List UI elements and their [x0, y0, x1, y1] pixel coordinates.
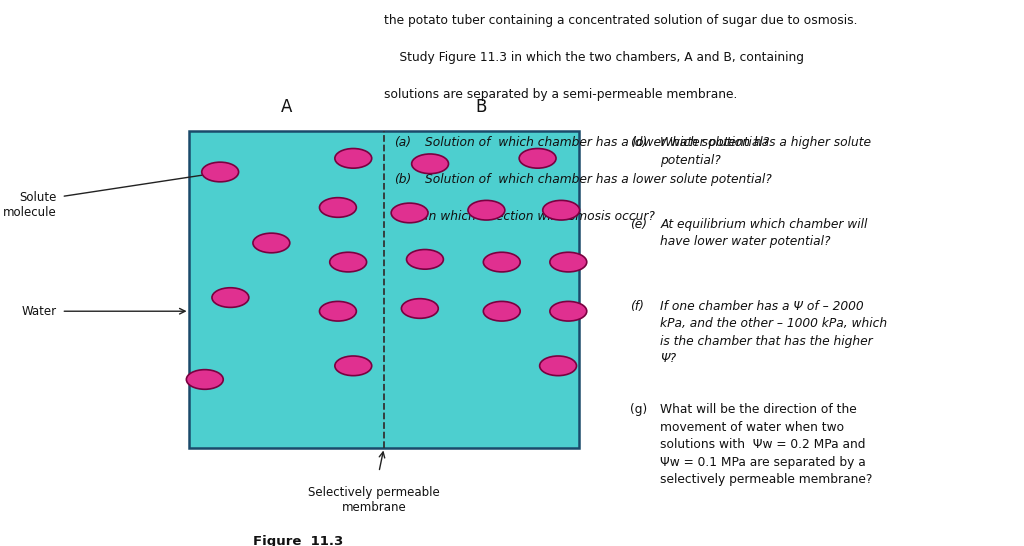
- Text: At equilibrium which chamber will
have lower water potential?: At equilibrium which chamber will have l…: [660, 218, 868, 248]
- Text: Figure  11.3: Figure 11.3: [253, 535, 343, 546]
- Circle shape: [468, 200, 505, 220]
- Text: the potato tuber containing a concentrated solution of sugar due to osmosis.: the potato tuber containing a concentrat…: [384, 14, 857, 27]
- Circle shape: [330, 252, 367, 272]
- Text: solutions are separated by a semi-permeable membrane.: solutions are separated by a semi-permea…: [384, 88, 737, 101]
- Text: Solution of  which chamber has a lower water potential?: Solution of which chamber has a lower wa…: [425, 136, 769, 149]
- Text: (e): (e): [630, 218, 647, 231]
- Text: (a): (a): [394, 136, 412, 149]
- Circle shape: [335, 149, 372, 168]
- Text: Water: Water: [22, 305, 56, 318]
- Circle shape: [401, 299, 438, 318]
- Circle shape: [483, 252, 520, 272]
- Text: Solution of  which chamber has a lower solute potential?: Solution of which chamber has a lower so…: [425, 173, 772, 186]
- Text: Study Figure 11.3 in which the two chambers, A and B, containing: Study Figure 11.3 in which the two chamb…: [384, 51, 804, 64]
- Bar: [189, 131, 579, 448]
- Text: What will be the direction of the
movement of water when two
solutions with  Ψw : What will be the direction of the moveme…: [660, 403, 872, 486]
- Circle shape: [202, 162, 239, 182]
- Circle shape: [550, 301, 587, 321]
- Circle shape: [550, 252, 587, 272]
- Text: In which direction will osmosis occur?: In which direction will osmosis occur?: [425, 210, 654, 223]
- Text: (g): (g): [630, 403, 647, 417]
- Circle shape: [335, 356, 372, 376]
- Circle shape: [519, 149, 556, 168]
- Circle shape: [391, 203, 428, 223]
- Text: (f): (f): [630, 300, 644, 312]
- Circle shape: [186, 370, 223, 389]
- Circle shape: [412, 154, 449, 174]
- Circle shape: [540, 356, 577, 376]
- Text: A: A: [281, 98, 293, 116]
- Circle shape: [483, 301, 520, 321]
- Circle shape: [212, 288, 249, 307]
- Text: Solute
molecule: Solute molecule: [3, 191, 56, 219]
- Text: B: B: [475, 98, 487, 116]
- Text: (c): (c): [394, 210, 411, 223]
- Circle shape: [253, 233, 290, 253]
- Text: (b): (b): [394, 173, 412, 186]
- Circle shape: [319, 198, 356, 217]
- Circle shape: [407, 250, 443, 269]
- Text: (d): (d): [630, 136, 647, 149]
- Text: If one chamber has a Ψ of – 2000
kPa, and the other – 1000 kPa, which
is the cha: If one chamber has a Ψ of – 2000 kPa, an…: [660, 300, 888, 365]
- Circle shape: [543, 200, 580, 220]
- Text: Selectively permeable
membrane: Selectively permeable membrane: [308, 486, 439, 514]
- Circle shape: [319, 301, 356, 321]
- Text: Which solution has a higher solute
potential?: Which solution has a higher solute poten…: [660, 136, 871, 167]
